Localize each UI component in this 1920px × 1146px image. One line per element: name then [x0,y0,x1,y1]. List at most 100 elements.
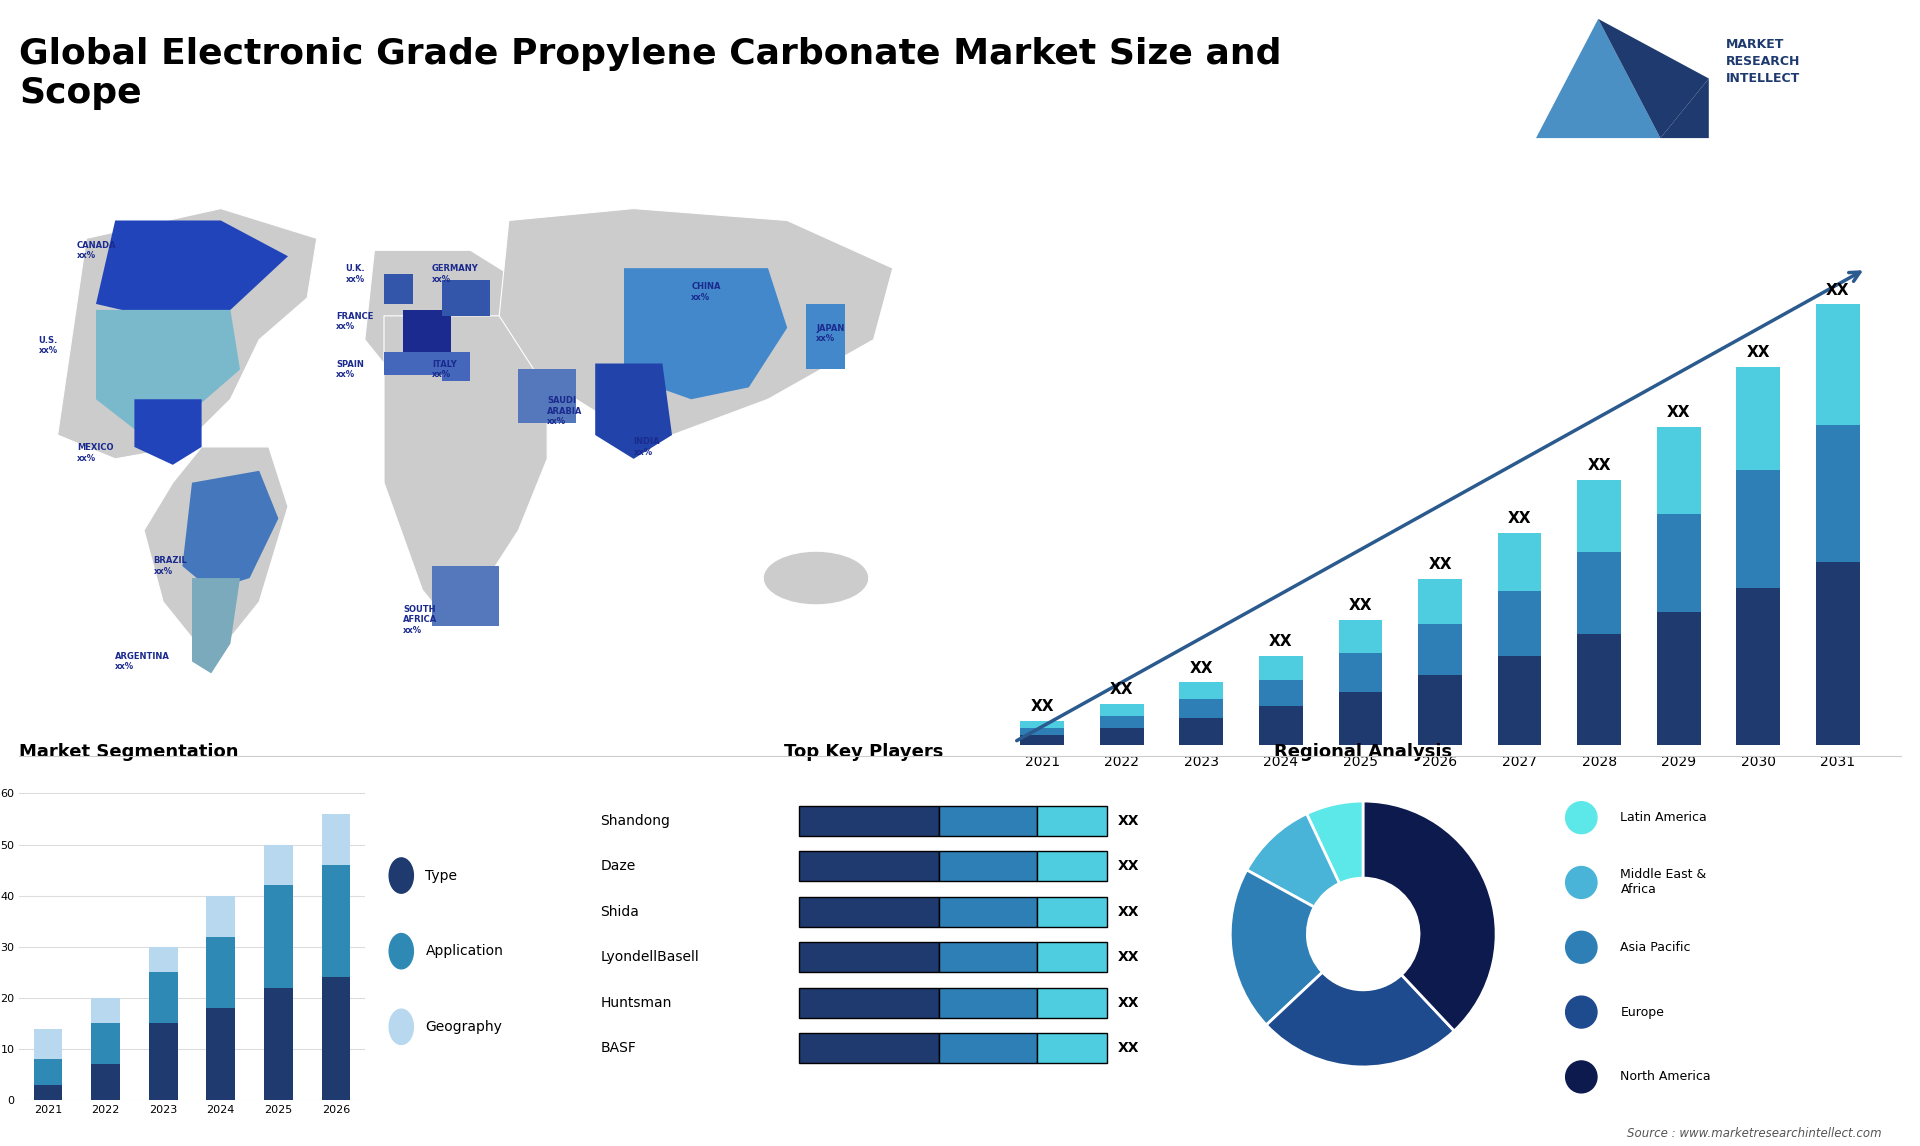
Text: XX: XX [1117,996,1139,1010]
Text: XX: XX [1348,598,1373,613]
Text: ITALY
xx%: ITALY xx% [432,360,457,379]
Bar [265,886,292,988]
FancyBboxPatch shape [1037,1034,1108,1063]
Polygon shape [442,280,490,316]
Text: Shandong: Shandong [601,814,670,829]
Text: XX: XX [1031,699,1054,714]
Polygon shape [134,399,202,465]
Text: Application: Application [426,944,503,958]
Circle shape [390,1010,413,1044]
Text: MARKET
RESEARCH
INTELLECT: MARKET RESEARCH INTELLECT [1726,38,1801,85]
Bar [1338,620,1382,653]
Bar [1657,427,1701,513]
Wedge shape [1246,814,1340,908]
Text: U.S.
xx%: U.S. xx% [38,336,58,355]
Text: Daze: Daze [601,860,636,873]
Polygon shape [499,209,893,435]
FancyBboxPatch shape [1037,851,1108,881]
Bar [1498,590,1542,656]
Text: Huntsman: Huntsman [601,996,672,1010]
Text: BASF: BASF [601,1041,636,1055]
Text: XX: XX [1117,1041,1139,1055]
Bar [1100,716,1144,728]
Bar [1576,552,1620,634]
Bar [265,845,292,886]
Text: XX: XX [1269,634,1292,649]
Bar [1338,653,1382,692]
Circle shape [1565,866,1597,898]
FancyBboxPatch shape [939,851,1037,881]
FancyBboxPatch shape [799,851,939,881]
Bar [1736,367,1780,470]
Bar [1338,692,1382,745]
Bar [150,947,179,972]
Bar [1657,513,1701,612]
Text: XX: XX [1428,557,1452,572]
FancyBboxPatch shape [1037,897,1108,927]
FancyBboxPatch shape [939,806,1037,835]
FancyBboxPatch shape [939,988,1037,1018]
Bar [1816,562,1860,745]
FancyBboxPatch shape [799,806,939,835]
Polygon shape [518,369,576,423]
Text: Asia Pacific: Asia Pacific [1620,941,1692,953]
Bar [1020,736,1064,745]
Text: XX: XX [1507,511,1532,526]
Text: Europe: Europe [1620,1005,1665,1019]
Text: Market Segmentation: Market Segmentation [19,743,238,761]
FancyBboxPatch shape [1037,806,1108,835]
Text: BRAZIL
xx%: BRAZIL xx% [154,557,188,575]
Bar [1576,480,1620,552]
Polygon shape [144,447,288,661]
Polygon shape [595,363,672,458]
Bar [1419,675,1461,745]
Bar [323,978,351,1100]
Bar [1100,704,1144,716]
Bar [1736,588,1780,745]
Text: SOUTH
AFRICA
xx%: SOUTH AFRICA xx% [403,605,438,635]
Text: Latin America: Latin America [1620,811,1707,824]
Polygon shape [365,250,518,376]
Polygon shape [403,309,451,352]
Polygon shape [192,578,240,674]
Polygon shape [182,471,278,590]
Wedge shape [1231,870,1323,1025]
Bar [1576,634,1620,745]
Bar [92,1065,119,1100]
FancyBboxPatch shape [939,897,1037,927]
Polygon shape [58,209,317,458]
Text: CANADA
xx%: CANADA xx% [77,241,117,260]
Wedge shape [1267,972,1453,1067]
Text: GERMANY
xx%: GERMANY xx% [432,265,478,284]
Text: MEXICO
xx%: MEXICO xx% [77,444,113,463]
FancyBboxPatch shape [799,897,939,927]
FancyBboxPatch shape [799,988,939,1018]
Bar [35,1059,61,1085]
Text: XX: XX [1117,814,1139,829]
Bar [1260,656,1304,680]
Polygon shape [96,309,240,429]
Text: U.K.
xx%: U.K. xx% [346,265,365,284]
Text: North America: North America [1620,1070,1711,1083]
Bar [150,972,179,1023]
Bar [1657,612,1701,745]
Bar [1020,721,1064,728]
Text: JAPAN
xx%: JAPAN xx% [816,324,845,344]
Bar [35,1029,61,1059]
Circle shape [1565,996,1597,1028]
Ellipse shape [764,551,868,605]
Bar [207,1008,236,1100]
Text: Source : www.marketresearchintellect.com: Source : www.marketresearchintellect.com [1626,1128,1882,1140]
Bar [92,1023,119,1065]
FancyBboxPatch shape [799,1034,939,1063]
Text: SAUDI
ARABIA
xx%: SAUDI ARABIA xx% [547,397,582,426]
Bar [1498,656,1542,745]
Circle shape [1565,802,1597,833]
Title: Top Key Players: Top Key Players [783,743,945,761]
FancyBboxPatch shape [1037,942,1108,972]
Bar [1736,470,1780,588]
Text: CHINA
xx%: CHINA xx% [691,282,720,301]
Polygon shape [432,566,499,626]
Text: XX: XX [1110,682,1133,698]
Wedge shape [1308,801,1363,884]
